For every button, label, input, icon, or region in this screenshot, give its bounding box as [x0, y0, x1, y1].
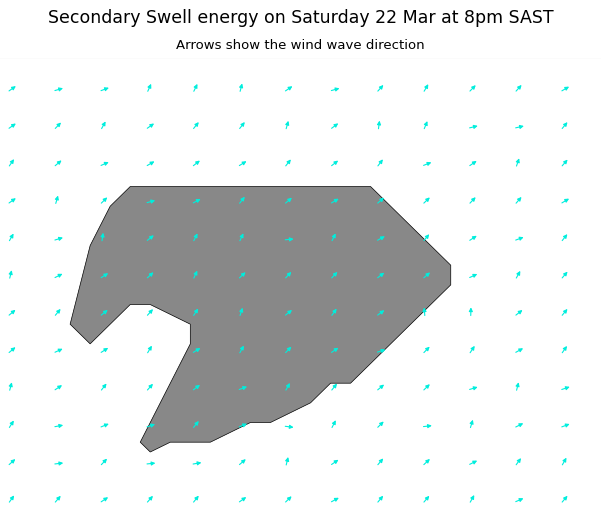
Polygon shape: [70, 187, 451, 452]
Text: Arrows show the wind wave direction: Arrows show the wind wave direction: [176, 39, 425, 52]
Text: Secondary Swell energy on Saturday 22 Mar at 8pm SAST: Secondary Swell energy on Saturday 22 Ma…: [47, 9, 554, 27]
